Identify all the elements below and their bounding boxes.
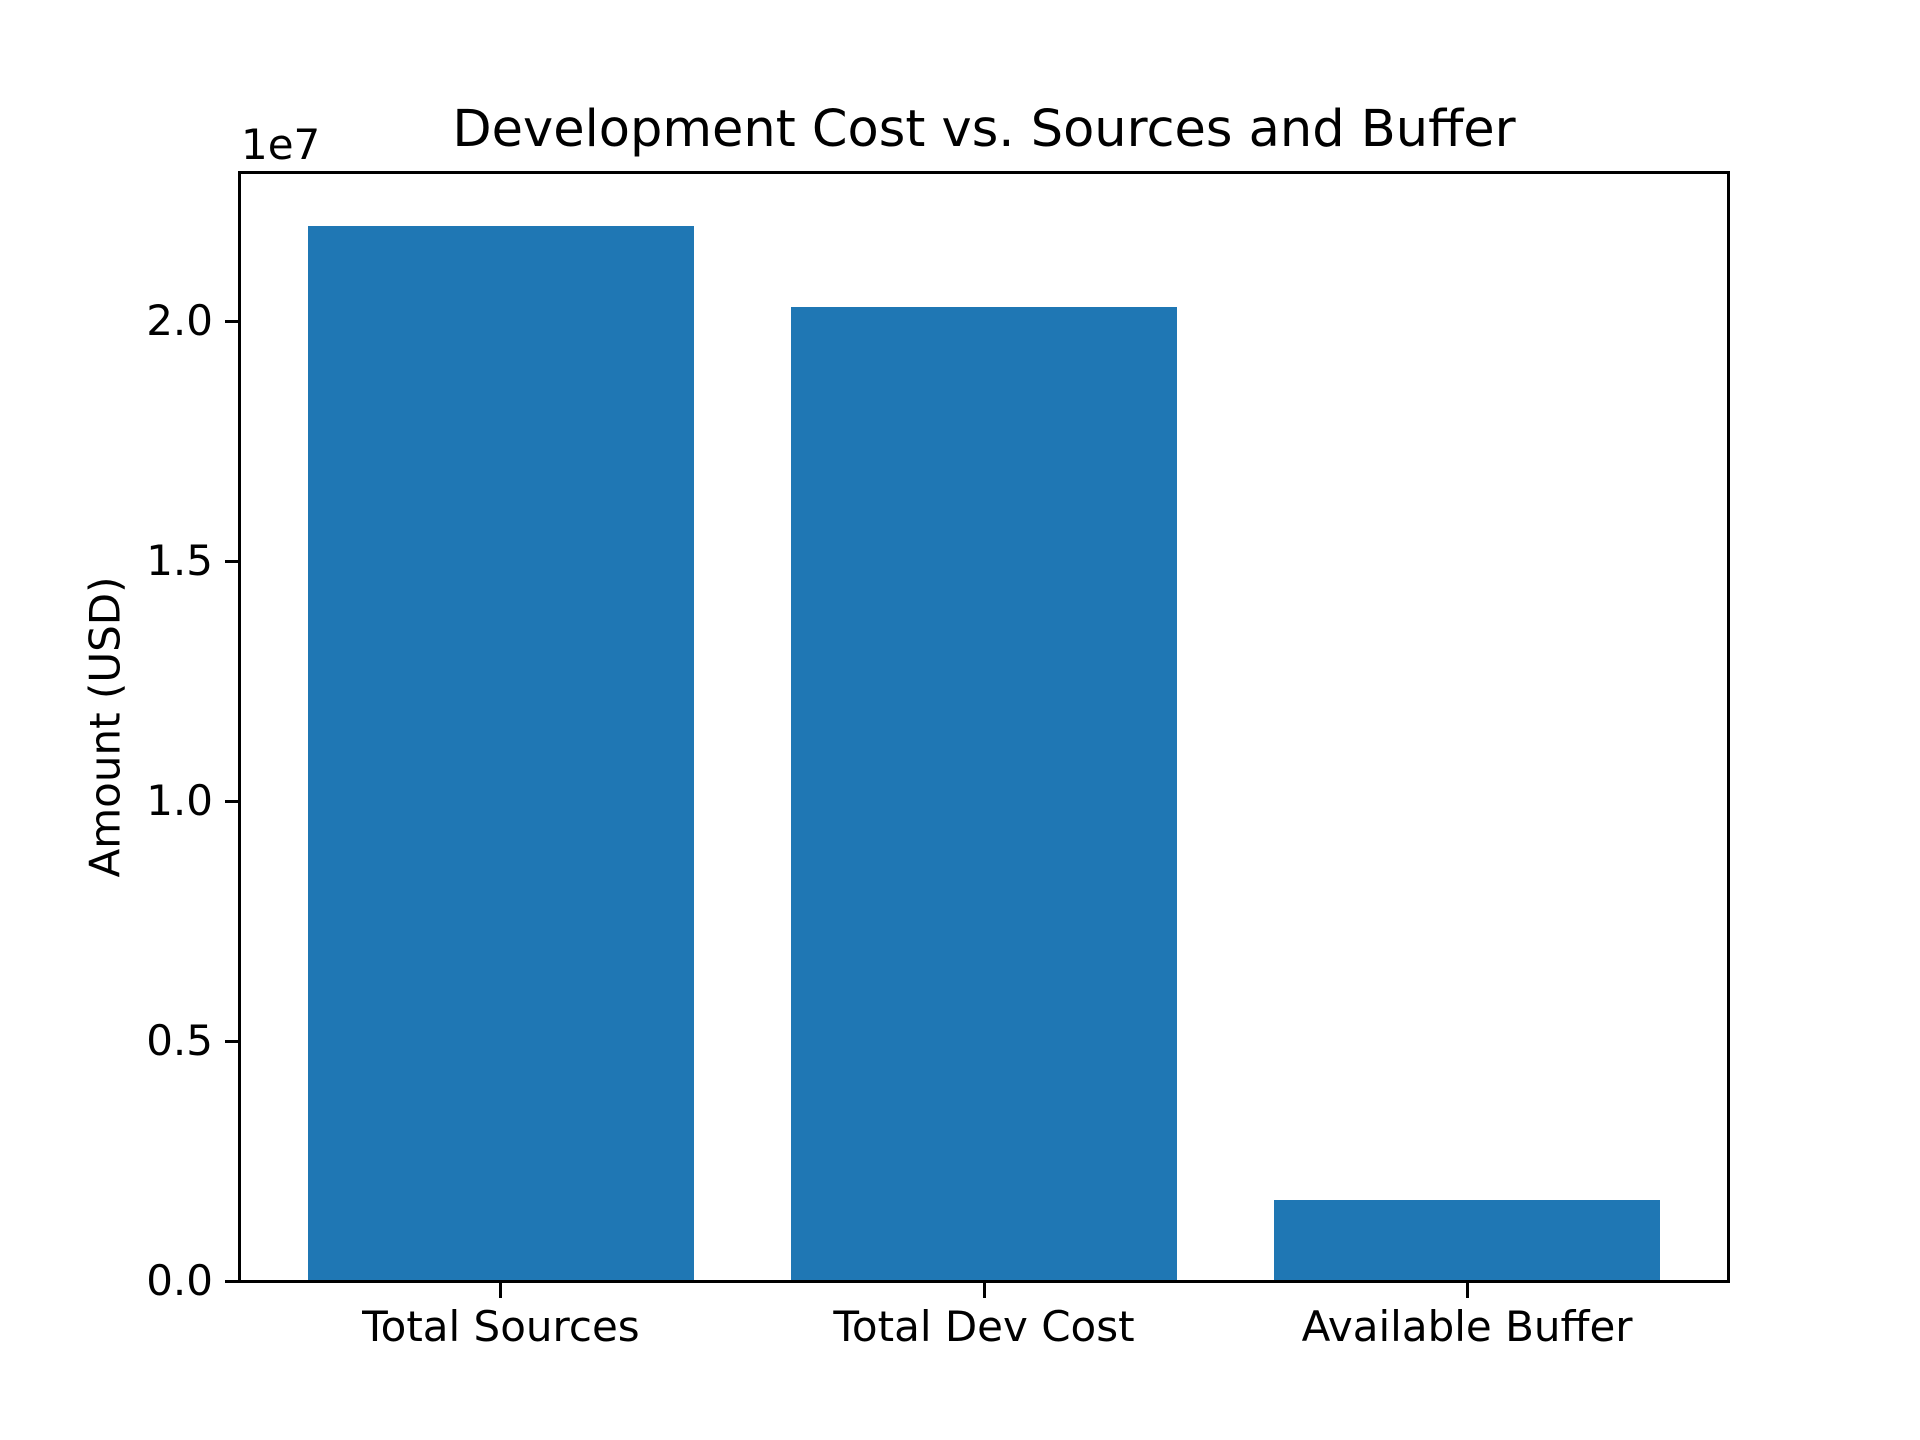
x-tick-label: Total Dev Cost bbox=[833, 1301, 1135, 1351]
y-tick-mark bbox=[225, 560, 240, 564]
y-axis-label: Amount (USD) bbox=[80, 576, 130, 878]
y-tick-mark bbox=[225, 1040, 240, 1044]
y-tick-label: 2.0 bbox=[146, 295, 213, 345]
y-tick-mark bbox=[225, 800, 240, 804]
bar-total-dev-cost bbox=[790, 307, 1178, 1282]
y-tick-label: 0.0 bbox=[146, 1255, 213, 1305]
chart-title: Development Cost vs. Sources and Buffer bbox=[452, 100, 1516, 159]
x-tick-label: Total Sources bbox=[362, 1301, 640, 1351]
y-tick-mark bbox=[225, 320, 240, 324]
bar-available-buffer bbox=[1273, 1200, 1661, 1282]
y-tick-label: 1.0 bbox=[146, 775, 213, 825]
y-tick-label: 0.5 bbox=[146, 1015, 213, 1065]
y-tick-label: 1.5 bbox=[146, 535, 213, 585]
y-axis-offset-label: 1e7 bbox=[241, 120, 321, 169]
x-tick-mark bbox=[1465, 1282, 1469, 1298]
bar-total-sources bbox=[307, 225, 695, 1282]
x-tick-mark bbox=[499, 1282, 503, 1298]
x-tick-label: Available Buffer bbox=[1301, 1301, 1633, 1351]
y-tick-mark bbox=[225, 1280, 240, 1284]
x-tick-mark bbox=[982, 1282, 986, 1298]
